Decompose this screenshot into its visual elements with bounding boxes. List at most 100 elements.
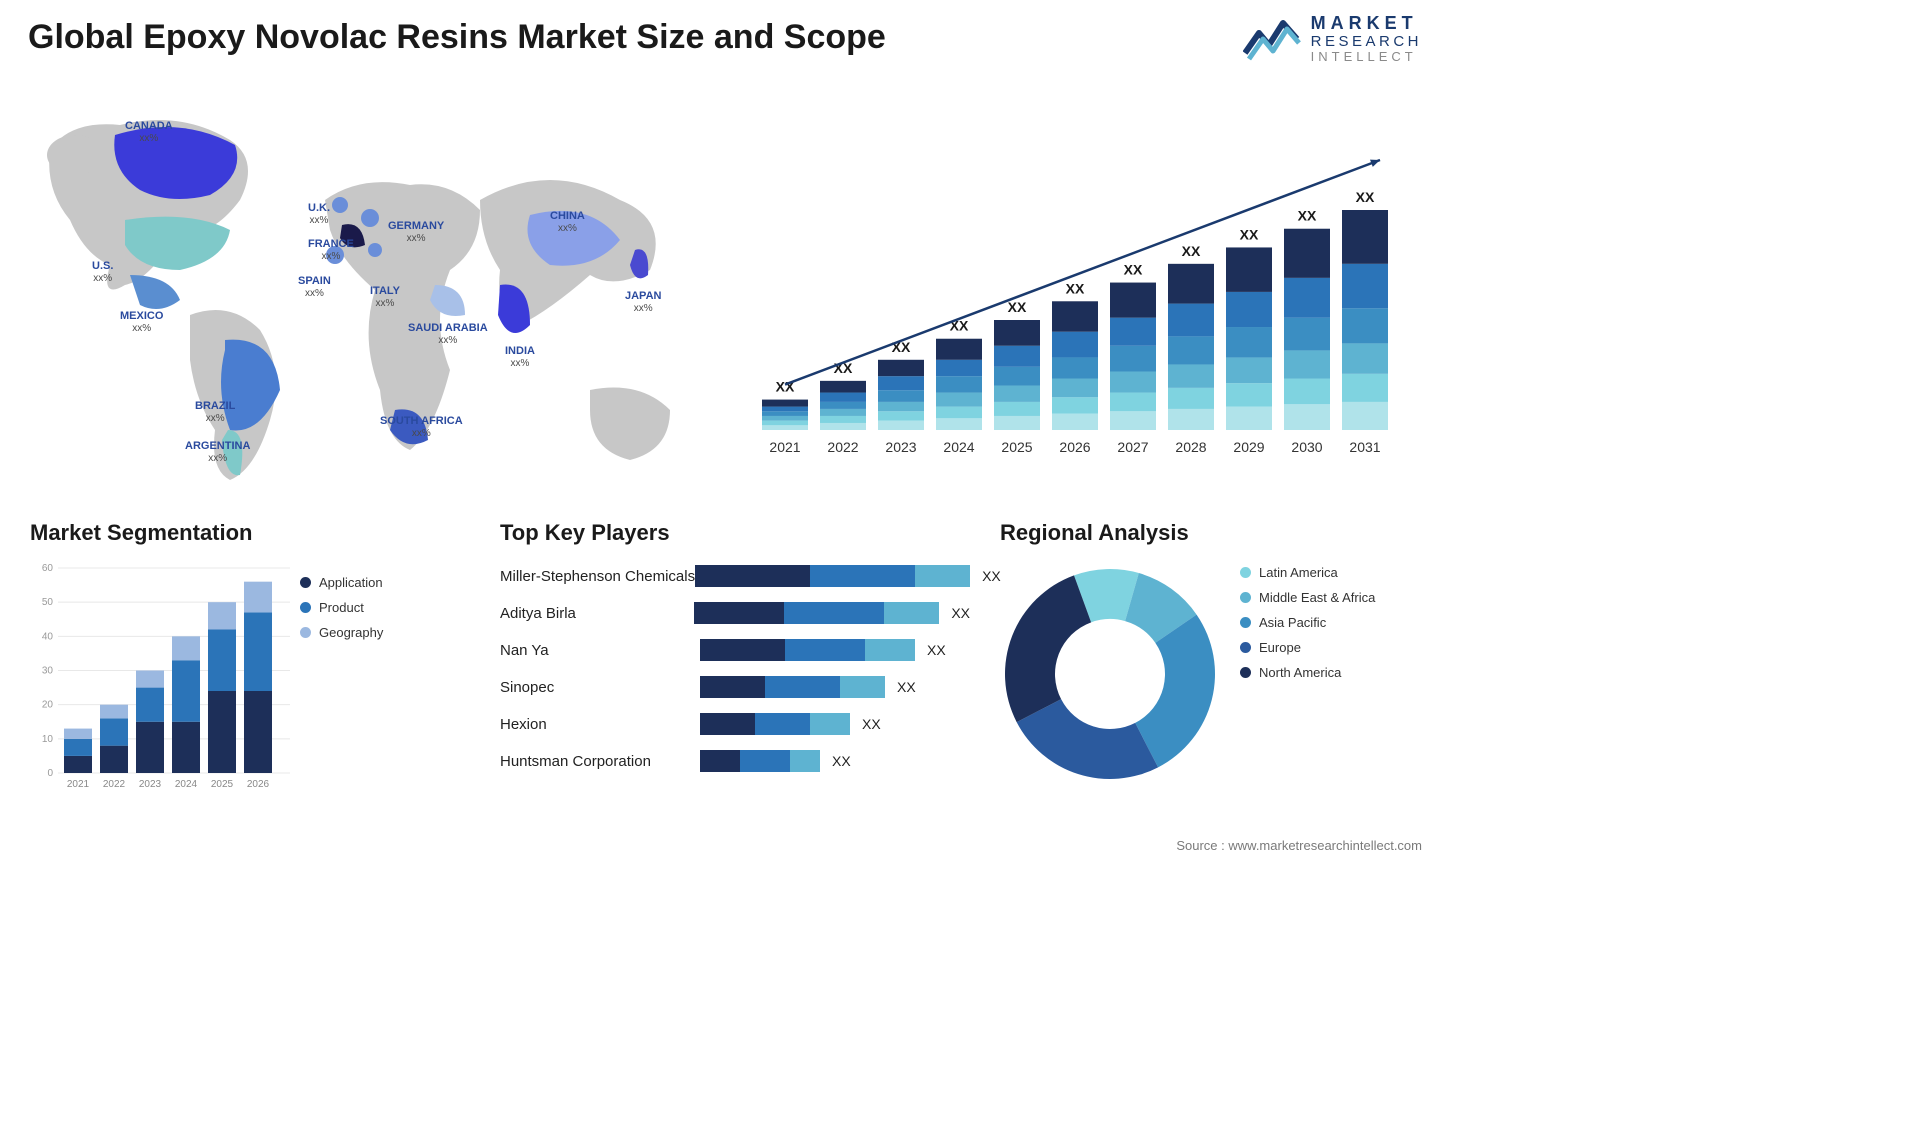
brand-logo: MARKET RESEARCH INTELLECT <box>1243 14 1422 65</box>
main-bar-seg <box>1226 407 1272 430</box>
main-year-label: 2029 <box>1233 439 1264 455</box>
seg-bar-seg <box>100 718 128 745</box>
main-bar-label: XX <box>1182 243 1201 259</box>
seg-bar-seg <box>64 729 92 739</box>
main-bar-seg <box>994 346 1040 367</box>
player-value: XX <box>927 642 946 658</box>
main-bar-seg <box>820 416 866 423</box>
main-bar-seg <box>820 393 866 402</box>
main-bar-seg <box>994 320 1040 346</box>
seg-y-label: 30 <box>42 666 54 677</box>
main-bar-label: XX <box>1066 280 1085 296</box>
segmentation-legend: ApplicationProductGeography <box>300 575 383 650</box>
regional-title: Regional Analysis <box>1000 520 1420 546</box>
player-name: Hexion <box>500 716 700 733</box>
seg-bar-seg <box>172 636 200 660</box>
seg-bar-seg <box>208 602 236 629</box>
seg-legend-item: Application <box>300 575 383 590</box>
main-bar-seg <box>1052 301 1098 331</box>
map-label-mexico: MEXICOxx% <box>120 310 163 335</box>
seg-x-label: 2024 <box>175 779 198 790</box>
player-bar-seg <box>700 676 765 698</box>
player-bar-seg <box>765 676 840 698</box>
main-bar-seg <box>936 418 982 430</box>
main-bar-seg <box>1342 210 1388 264</box>
player-bar-seg <box>785 639 865 661</box>
main-bar-seg <box>820 402 866 409</box>
player-bar-seg <box>884 602 939 624</box>
seg-y-label: 40 <box>42 631 54 642</box>
seg-bar-seg <box>100 746 128 773</box>
seg-bar-seg <box>208 691 236 773</box>
main-bar-seg <box>1168 364 1214 387</box>
main-bar-seg <box>1168 388 1214 409</box>
donut-slice <box>1135 615 1215 768</box>
player-bar-seg <box>865 639 915 661</box>
main-bar-seg <box>878 402 924 411</box>
player-row: Nan YaXX <box>500 638 970 662</box>
map-label-india: INDIAxx% <box>505 345 535 370</box>
donut-slice <box>1017 699 1158 779</box>
logo-text-2: RESEARCH <box>1311 34 1422 51</box>
main-bar-seg <box>878 390 924 402</box>
seg-bar-seg <box>172 722 200 773</box>
player-name: Miller-Stephenson Chemicals <box>500 568 695 585</box>
seg-x-label: 2026 <box>247 779 270 790</box>
player-bar-seg <box>790 750 820 772</box>
main-bar-seg <box>762 425 808 430</box>
segmentation-title: Market Segmentation <box>30 520 470 546</box>
player-bar-seg <box>810 713 850 735</box>
main-year-label: 2026 <box>1059 439 1090 455</box>
donut-slice <box>1005 575 1091 722</box>
map-label-china: CHINAxx% <box>550 210 585 235</box>
seg-bar-seg <box>136 722 164 773</box>
player-bar <box>700 639 915 661</box>
main-year-label: 2028 <box>1175 439 1206 455</box>
seg-bar-seg <box>244 582 272 613</box>
map-label-us: U.S.xx% <box>92 260 113 285</box>
main-year-label: 2031 <box>1349 439 1380 455</box>
seg-y-label: 50 <box>42 597 54 608</box>
player-value: XX <box>897 679 916 695</box>
map-germany <box>361 209 379 227</box>
main-bar-seg <box>1110 411 1156 430</box>
main-bar-seg <box>878 421 924 430</box>
logo-icon <box>1243 15 1301 63</box>
players-title: Top Key Players <box>500 520 970 546</box>
logo-text-1: MARKET <box>1311 14 1422 34</box>
page-title: Global Epoxy Novolac Resins Market Size … <box>28 18 886 57</box>
regional-legend-item: North America <box>1240 665 1375 680</box>
seg-bar-seg <box>64 739 92 756</box>
map-label-canada: CANADAxx% <box>125 120 173 145</box>
players-section: Top Key Players Miller-Stephenson Chemic… <box>500 520 970 786</box>
player-value: XX <box>982 568 1001 584</box>
player-bar <box>700 713 850 735</box>
main-bar-seg <box>1226 383 1272 406</box>
regional-legend-item: Asia Pacific <box>1240 615 1375 630</box>
main-bar-seg <box>1226 292 1272 327</box>
main-bar-seg <box>1284 404 1330 430</box>
main-year-label: 2025 <box>1001 439 1032 455</box>
main-bar-seg <box>1110 283 1156 318</box>
player-bar <box>694 602 939 624</box>
main-year-label: 2027 <box>1117 439 1148 455</box>
main-bar-seg <box>762 411 808 416</box>
main-bar-seg <box>1110 371 1156 392</box>
main-bar-seg <box>1284 350 1330 378</box>
regional-legend-item: Middle East & Africa <box>1240 590 1375 605</box>
seg-x-label: 2021 <box>67 779 90 790</box>
main-bar-seg <box>1110 318 1156 346</box>
map-label-italy: ITALYxx% <box>370 285 400 310</box>
player-row: Aditya BirlaXX <box>500 601 970 625</box>
main-bar-seg <box>1168 264 1214 304</box>
player-bar-seg <box>784 602 884 624</box>
main-bar-seg <box>762 407 808 412</box>
main-bar-seg <box>1168 304 1214 337</box>
player-value: XX <box>862 716 881 732</box>
segmentation-chart: 0102030405060202120222023202420252026 <box>30 558 290 798</box>
player-bar-seg <box>700 713 755 735</box>
main-bar-seg <box>994 402 1040 416</box>
player-bar-seg <box>700 750 740 772</box>
main-bar-seg <box>1110 393 1156 412</box>
seg-bar-seg <box>208 630 236 692</box>
